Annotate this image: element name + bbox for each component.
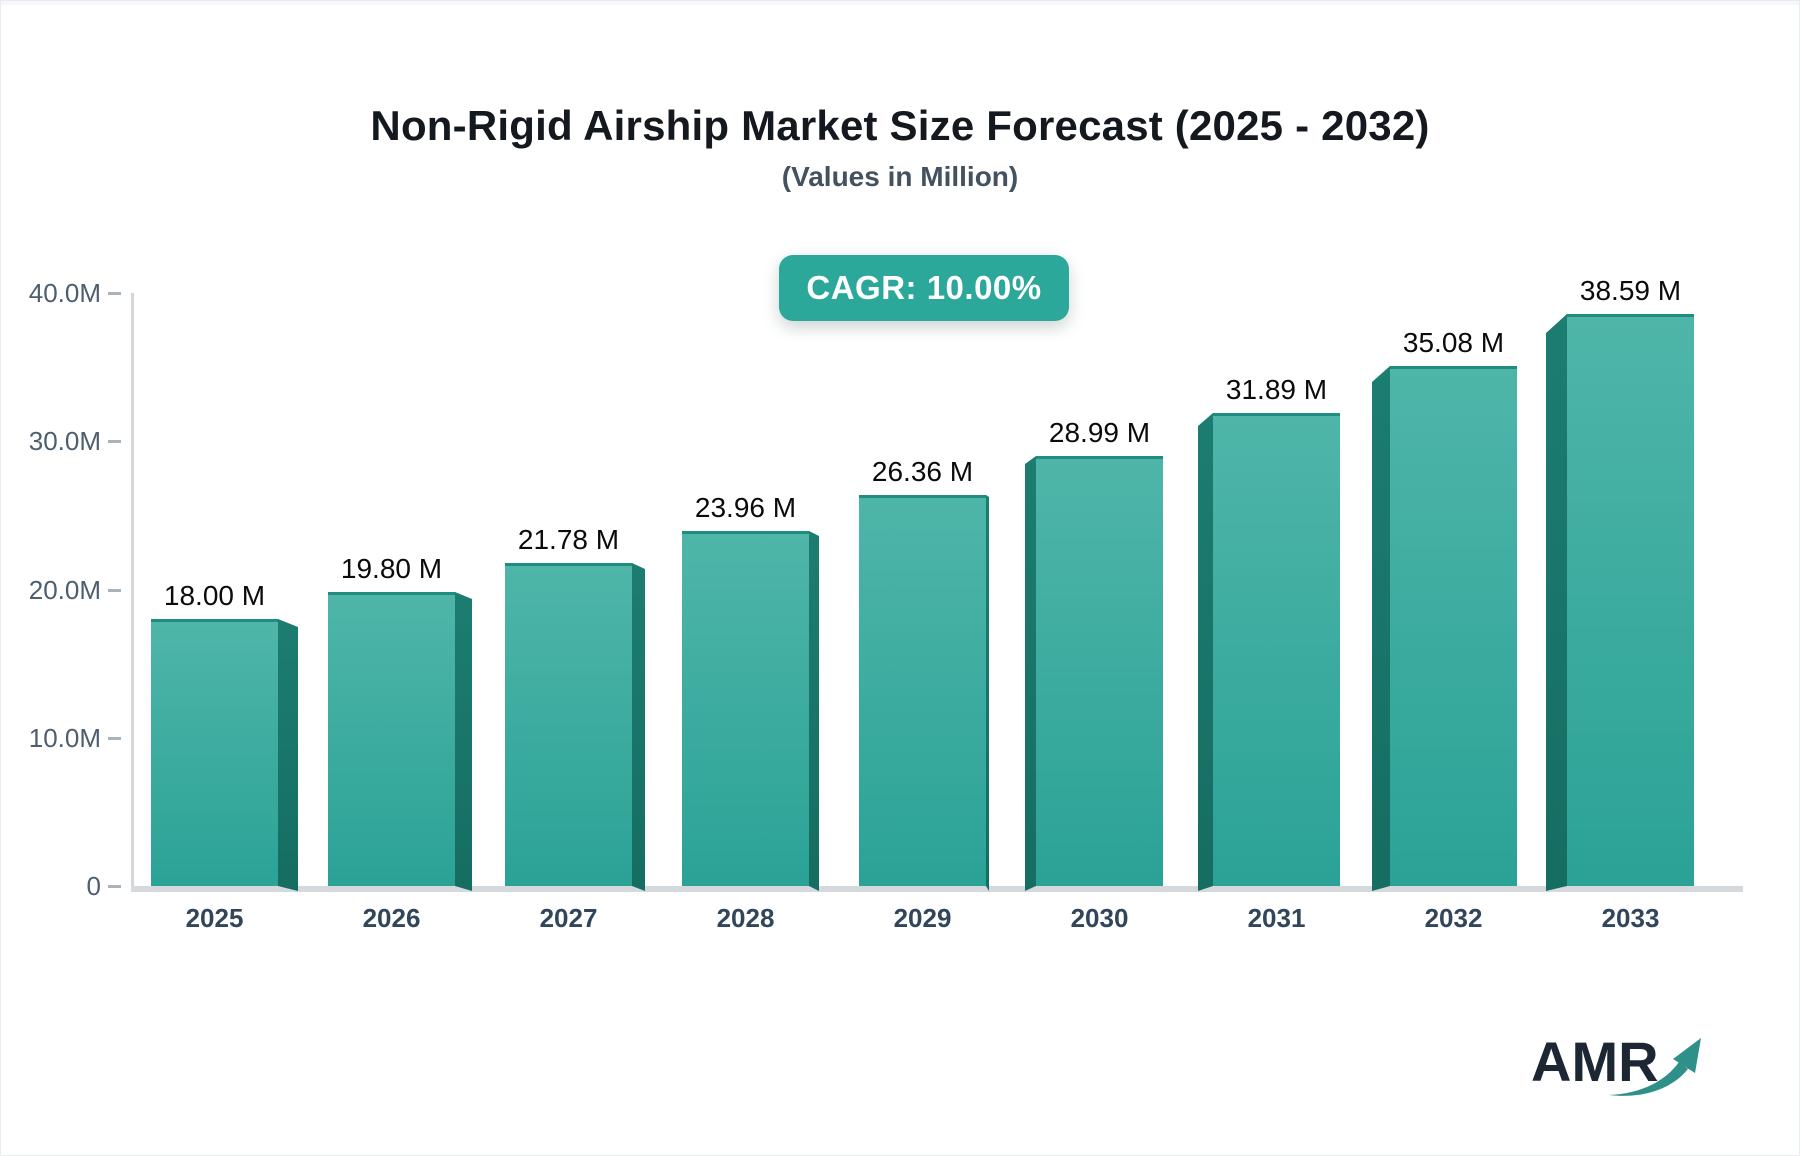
- bar: [682, 531, 809, 886]
- bar-3d-side: [809, 531, 819, 891]
- x-axis-label: 2030: [1070, 903, 1129, 933]
- bar-value-label: 28.99 M: [1048, 417, 1151, 448]
- chart-title: Non-Rigid Airship Market Size Forecast (…: [370, 102, 1430, 149]
- bar-value-label: 38.59 M: [1579, 275, 1682, 306]
- x-axis-label: 2026: [362, 903, 421, 933]
- bar-value-label: 31.89 M: [1225, 374, 1328, 405]
- bar-value-label: 21.78 M: [517, 524, 620, 555]
- bar-3d-side: [278, 619, 298, 891]
- bar: [1567, 314, 1694, 886]
- x-axis-label: 2033: [1601, 903, 1660, 933]
- y-axis-line: [131, 293, 134, 886]
- bar-value-label: 18.00 M: [163, 580, 266, 611]
- y-axis-label: 10.0M: [28, 722, 101, 753]
- cagr-badge-label: CAGR: 10.00%: [806, 269, 1042, 306]
- bar: [1390, 366, 1517, 886]
- bar: [505, 563, 632, 886]
- bar-value-label: 35.08 M: [1402, 327, 1505, 358]
- y-axis-tick: [108, 736, 121, 740]
- bar-3d-side: [1198, 413, 1213, 891]
- bar: [859, 495, 986, 886]
- x-axis-label: 2031: [1247, 903, 1306, 933]
- y-axis-tick: [108, 440, 121, 444]
- top-edge-strip: [1, 1, 1799, 5]
- y-axis-label: 40.0M: [28, 278, 101, 308]
- bar: [1036, 456, 1163, 886]
- cagr-badge: CAGR: 10.00%: [779, 255, 1069, 321]
- bar-3d-side: [986, 495, 989, 891]
- bar-3d-side: [1025, 456, 1036, 891]
- growth-arrow-icon: [1609, 1038, 1701, 1096]
- chart-subtitle: (Values in Million): [781, 161, 1019, 192]
- amr-logo: AMR: [1531, 1029, 1761, 1119]
- bar-3d-side: [632, 563, 645, 891]
- bar: [1213, 413, 1340, 886]
- y-axis-tick: [108, 588, 121, 592]
- y-axis-label: 30.0M: [28, 426, 101, 457]
- bar-3d-side: [1372, 366, 1390, 891]
- bar-3d-side: [1546, 314, 1567, 891]
- y-axis-tick: [108, 885, 121, 888]
- bar: [151, 619, 278, 886]
- x-axis-label: 2028: [716, 903, 775, 933]
- x-axis-label: 2027: [539, 903, 598, 933]
- x-axis-baseline: [131, 886, 1743, 892]
- x-axis-label: 2029: [893, 903, 952, 933]
- bar-value-label: 26.36 M: [871, 456, 974, 487]
- x-axis-label: 2032: [1424, 903, 1483, 933]
- y-axis-label: 20.0M: [28, 574, 101, 605]
- amr-logo-text: AMR: [1531, 1030, 1659, 1093]
- bar-3d-side: [455, 592, 472, 891]
- bar-value-label: 23.96 M: [694, 492, 797, 523]
- y-axis-label: 0: [86, 871, 101, 901]
- bar: [328, 592, 455, 886]
- x-axis-label: 2025: [185, 903, 244, 933]
- y-axis-tick: [108, 292, 121, 295]
- bar-value-label: 19.80 M: [340, 553, 443, 584]
